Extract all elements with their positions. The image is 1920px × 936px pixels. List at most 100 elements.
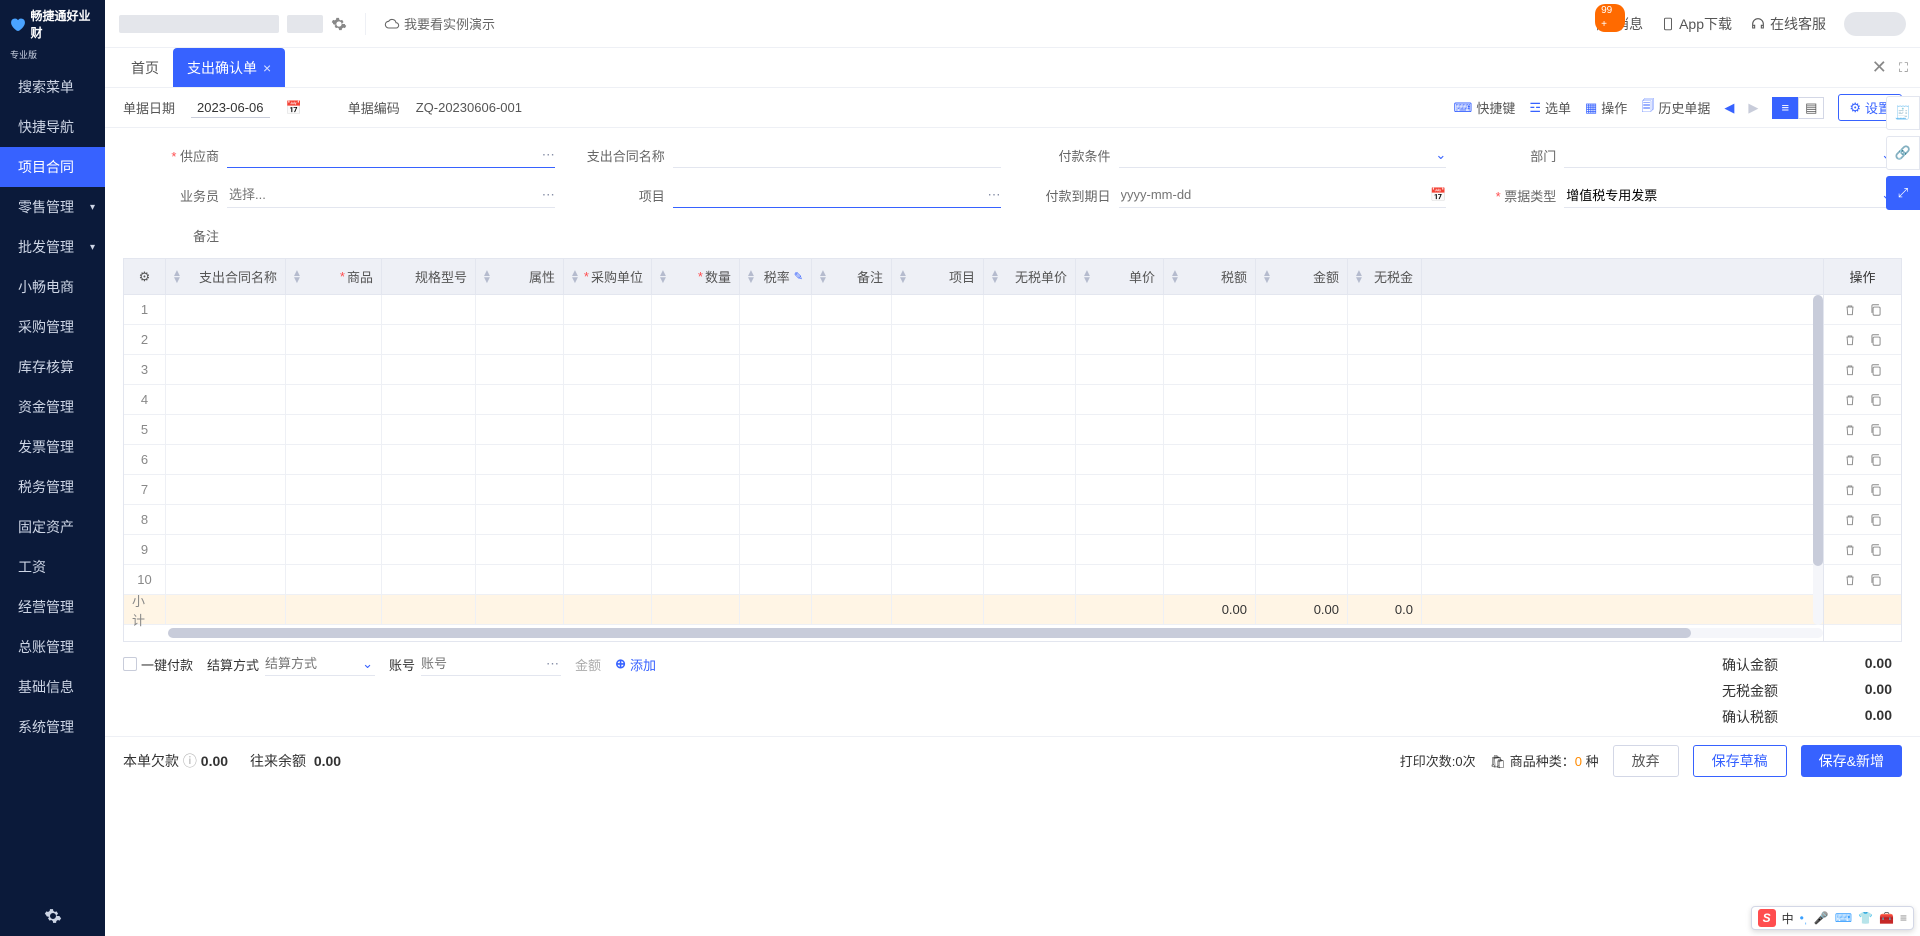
remark-input[interactable] (227, 222, 555, 248)
copy-icon[interactable] (1869, 363, 1883, 377)
ime-toolbar[interactable]: S 中 •ˌ 🎤 ⌨ 👕 🧰 ≡ (1751, 906, 1914, 930)
tab-1[interactable]: 支出确认单× (173, 48, 285, 87)
col-remark[interactable]: ▲▼备注 (812, 259, 892, 294)
col-tax[interactable]: ▲▼税额 (1164, 259, 1256, 294)
delete-icon[interactable] (1843, 363, 1857, 377)
col-project[interactable]: ▲▼项目 (892, 259, 984, 294)
salesman-input[interactable] (227, 182, 555, 208)
project-input[interactable] (673, 182, 1001, 208)
sidebar-item-5[interactable]: 小畅电商 (0, 267, 105, 307)
next-doc-icon[interactable]: ▶ (1748, 100, 1758, 116)
rail-expand-icon[interactable]: ⤢ (1886, 176, 1920, 210)
account-input[interactable] (421, 652, 561, 676)
gear-icon[interactable] (331, 16, 347, 32)
sidebar-item-4[interactable]: 批发管理 (0, 227, 105, 267)
sidebar-item-6[interactable]: 采购管理 (0, 307, 105, 347)
calendar-icon[interactable]: 📅 (1430, 187, 1446, 203)
copy-icon[interactable] (1869, 303, 1883, 317)
messages-button[interactable]: 99 + 消息 (1595, 14, 1643, 34)
onekey-checkbox[interactable]: 一键付款 (123, 655, 193, 674)
more-icon[interactable]: ⋯ (988, 187, 1001, 203)
edit-icon[interactable]: ✎ (794, 270, 803, 283)
col-goods[interactable]: ▲▼*商品 (286, 259, 382, 294)
col-price[interactable]: ▲▼单价 (1076, 259, 1164, 294)
discard-button[interactable]: 放弃 (1613, 745, 1679, 777)
prev-doc-icon[interactable]: ◀ (1724, 100, 1734, 116)
shortcut-button[interactable]: ⌨快捷键 (1454, 98, 1516, 117)
more-icon[interactable]: ⋯ (542, 147, 555, 163)
ime-menu-icon[interactable]: ≡ (1900, 911, 1907, 925)
sidebar-item-16[interactable]: 系统管理 (0, 707, 105, 747)
sidebar-item-10[interactable]: 税务管理 (0, 467, 105, 507)
copy-icon[interactable] (1869, 573, 1883, 587)
delete-icon[interactable] (1843, 303, 1857, 317)
col-taxrate[interactable]: ▲▼税率✎ (740, 259, 812, 294)
table-row[interactable]: 2 (124, 325, 1901, 355)
table-row[interactable]: 8 (124, 505, 1901, 535)
more-icon[interactable]: ⋯ (546, 656, 559, 672)
col-amount[interactable]: ▲▼金额 (1256, 259, 1348, 294)
chevron-down-icon[interactable]: ⌄ (362, 656, 373, 672)
sidebar-item-14[interactable]: 总账管理 (0, 627, 105, 667)
save-draft-button[interactable]: 保存草稿 (1693, 745, 1787, 777)
sidebar-item-0[interactable]: 搜索菜单 (0, 67, 105, 107)
sidebar-item-7[interactable]: 库存核算 (0, 347, 105, 387)
app-download-button[interactable]: App下载 (1661, 14, 1732, 34)
more-icon[interactable]: ⋯ (542, 187, 555, 203)
add-payment-button[interactable]: ⊕添加 (615, 655, 656, 674)
settle-input[interactable] (265, 652, 375, 676)
col-idx[interactable]: ⚙ (124, 259, 166, 294)
tab-0[interactable]: 首页 (117, 48, 173, 87)
user-avatar[interactable] (1844, 12, 1906, 36)
rail-voucher-icon[interactable]: 🧾 (1886, 96, 1920, 130)
copy-icon[interactable] (1869, 513, 1883, 527)
copy-icon[interactable] (1869, 483, 1883, 497)
history-button[interactable]: 🗐历史单据 (1641, 97, 1710, 119)
contract-input[interactable] (673, 142, 1001, 168)
table-row[interactable]: 7 (124, 475, 1901, 505)
skin-icon[interactable]: 👕 (1858, 911, 1873, 925)
sidebar-item-8[interactable]: 资金管理 (0, 387, 105, 427)
mic-icon[interactable]: 🎤 (1814, 911, 1829, 925)
delete-icon[interactable] (1843, 333, 1857, 347)
chevron-down-icon[interactable]: ⌄ (1435, 147, 1446, 163)
vertical-scrollbar[interactable] (1813, 295, 1823, 625)
copy-icon[interactable] (1869, 423, 1883, 437)
org-switcher[interactable] (119, 15, 347, 33)
view-list-icon[interactable]: ≡ (1772, 97, 1798, 119)
sidebar-item-3[interactable]: 零售管理 (0, 187, 105, 227)
col-spec[interactable]: 规格型号 (382, 259, 476, 294)
toolbox-icon[interactable]: 🧰 (1879, 911, 1894, 925)
help-icon[interactable]: ⓘ (183, 753, 197, 769)
sidebar-item-1[interactable]: 快捷导航 (0, 107, 105, 147)
sidebar-item-12[interactable]: 工资 (0, 547, 105, 587)
table-row[interactable]: 3 (124, 355, 1901, 385)
horizontal-scrollbar[interactable] (124, 625, 1901, 641)
col-attr[interactable]: ▲▼属性 (476, 259, 564, 294)
fullscreen-icon[interactable]: ⛶ (1899, 60, 1908, 76)
sidebar-item-13[interactable]: 经营管理 (0, 587, 105, 627)
duedate-input[interactable] (1119, 182, 1447, 208)
payterm-input[interactable] (1119, 142, 1447, 168)
invoicetype-input[interactable] (1564, 182, 1892, 208)
supplier-input[interactable] (227, 142, 555, 168)
close-icon[interactable]: × (263, 60, 271, 76)
rail-link-icon[interactable]: 🔗 (1886, 136, 1920, 170)
table-row[interactable]: 1 (124, 295, 1901, 325)
dept-input[interactable] (1564, 142, 1892, 168)
calendar-icon[interactable]: 📅 (286, 100, 302, 116)
copy-icon[interactable] (1869, 543, 1883, 557)
gear-icon[interactable]: ⚙ (139, 269, 151, 285)
col-unit[interactable]: ▲▼*采购单位 (564, 259, 652, 294)
copy-icon[interactable] (1869, 333, 1883, 347)
save-new-button[interactable]: 保存&新增 (1801, 745, 1902, 777)
ops-button[interactable]: ▦操作 (1585, 98, 1627, 117)
col-qty[interactable]: ▲▼*数量 (652, 259, 740, 294)
support-button[interactable]: 在线客服 (1750, 14, 1826, 34)
table-row[interactable]: 5 (124, 415, 1901, 445)
col-notaxprice[interactable]: ▲▼无税单价 (984, 259, 1076, 294)
delete-icon[interactable] (1843, 573, 1857, 587)
close-tab-icon[interactable]: ✕ (1872, 57, 1887, 78)
delete-icon[interactable] (1843, 453, 1857, 467)
table-row[interactable]: 9 (124, 535, 1901, 565)
